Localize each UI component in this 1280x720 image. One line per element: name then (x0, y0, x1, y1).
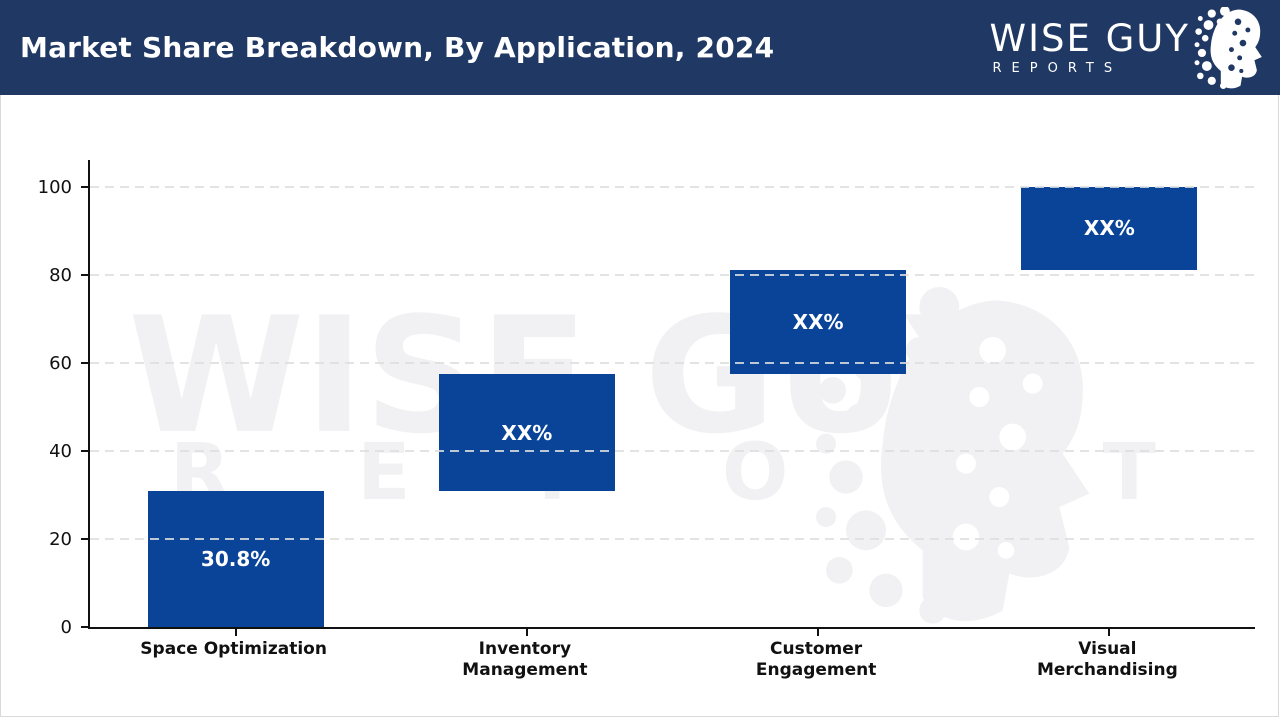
x-category-label: Visual Merchandising (1036, 639, 1178, 680)
y-tick-mark (81, 362, 88, 364)
x-tick-mark (1108, 629, 1111, 636)
gridline (90, 362, 1255, 364)
y-tick-label: 0 (60, 617, 72, 638)
bar-space-optimization: 30.8% (147, 491, 324, 627)
gridline (90, 538, 1255, 540)
bar-inventory-management: XX% (438, 373, 615, 492)
brand-head-icon (1194, 6, 1262, 89)
gridline (90, 274, 1255, 276)
gridline (90, 450, 1255, 452)
x-tick-mark (817, 629, 820, 636)
bar-value-label: XX% (792, 309, 844, 334)
bar-value-label: 30.8% (200, 547, 271, 572)
y-tick-mark (81, 626, 88, 628)
page-title: Market Share Breakdown, By Application, … (20, 31, 775, 64)
y-tick-label: 40 (49, 441, 72, 462)
bar-value-label: XX% (501, 420, 553, 445)
watermark-head-icon (816, 287, 1090, 624)
x-tick-mark (525, 629, 528, 636)
brand-logo-text: WISE GUY REPORTS (990, 20, 1190, 76)
y-axis: 0 20 40 60 80 100 (0, 160, 88, 638)
y-tick-mark (81, 450, 88, 452)
brand-logo: WISE GUY REPORTS (990, 6, 1280, 89)
y-tick-mark (81, 186, 88, 188)
brand-name: WISE GUY (989, 16, 1190, 60)
gridline (90, 186, 1255, 188)
y-tick-mark (81, 274, 88, 276)
y-tick-label: 20 (49, 529, 72, 550)
x-category-label: Inventory Management (462, 639, 588, 680)
y-tick-label: 80 (49, 265, 72, 286)
bar-visual-merchandising: XX% (1021, 187, 1198, 270)
y-tick-mark (81, 538, 88, 540)
bar-value-label: XX% (1083, 216, 1135, 241)
y-tick-label: 100 (37, 177, 72, 198)
x-category-label: Space Optimization (140, 639, 327, 659)
header-bar: Market Share Breakdown, By Application, … (0, 0, 1280, 95)
x-category-label: Customer Engagement (755, 639, 877, 680)
watermark-reports-text: R E P O R T S (170, 428, 1280, 518)
bar-customer-engagement: XX% (730, 269, 907, 374)
plot-area: 30.8% XX% XX% XX% (88, 160, 1255, 636)
x-tick-mark (234, 629, 237, 636)
brand-subtitle: REPORTS (992, 60, 1123, 76)
y-tick-label: 60 (49, 353, 72, 374)
